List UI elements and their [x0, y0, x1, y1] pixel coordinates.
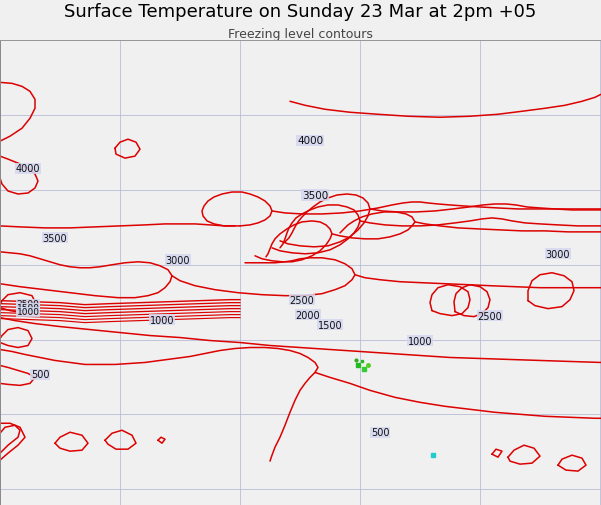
Text: 1000: 1000 — [407, 336, 432, 346]
Text: 4000: 4000 — [16, 164, 40, 174]
Text: 500: 500 — [371, 427, 389, 437]
Text: Freezing level contours: Freezing level contours — [228, 27, 373, 40]
Text: 1000: 1000 — [16, 308, 40, 317]
Text: Surface Temperature on Sunday 23 Mar at 2pm +05: Surface Temperature on Sunday 23 Mar at … — [64, 4, 537, 21]
Text: 1500: 1500 — [16, 304, 40, 313]
Text: 2500: 2500 — [17, 299, 40, 309]
Text: 3500: 3500 — [302, 190, 328, 200]
Text: 3000: 3000 — [546, 249, 570, 259]
Text: 2500: 2500 — [478, 311, 502, 321]
Text: 3000: 3000 — [166, 256, 191, 265]
Text: 3500: 3500 — [43, 233, 67, 243]
Text: 1000: 1000 — [150, 315, 174, 325]
Text: 1500: 1500 — [318, 320, 343, 330]
Text: 4000: 4000 — [297, 136, 323, 146]
Text: 2500: 2500 — [290, 295, 314, 305]
Text: 500: 500 — [31, 370, 49, 380]
Text: 2000: 2000 — [296, 310, 320, 320]
